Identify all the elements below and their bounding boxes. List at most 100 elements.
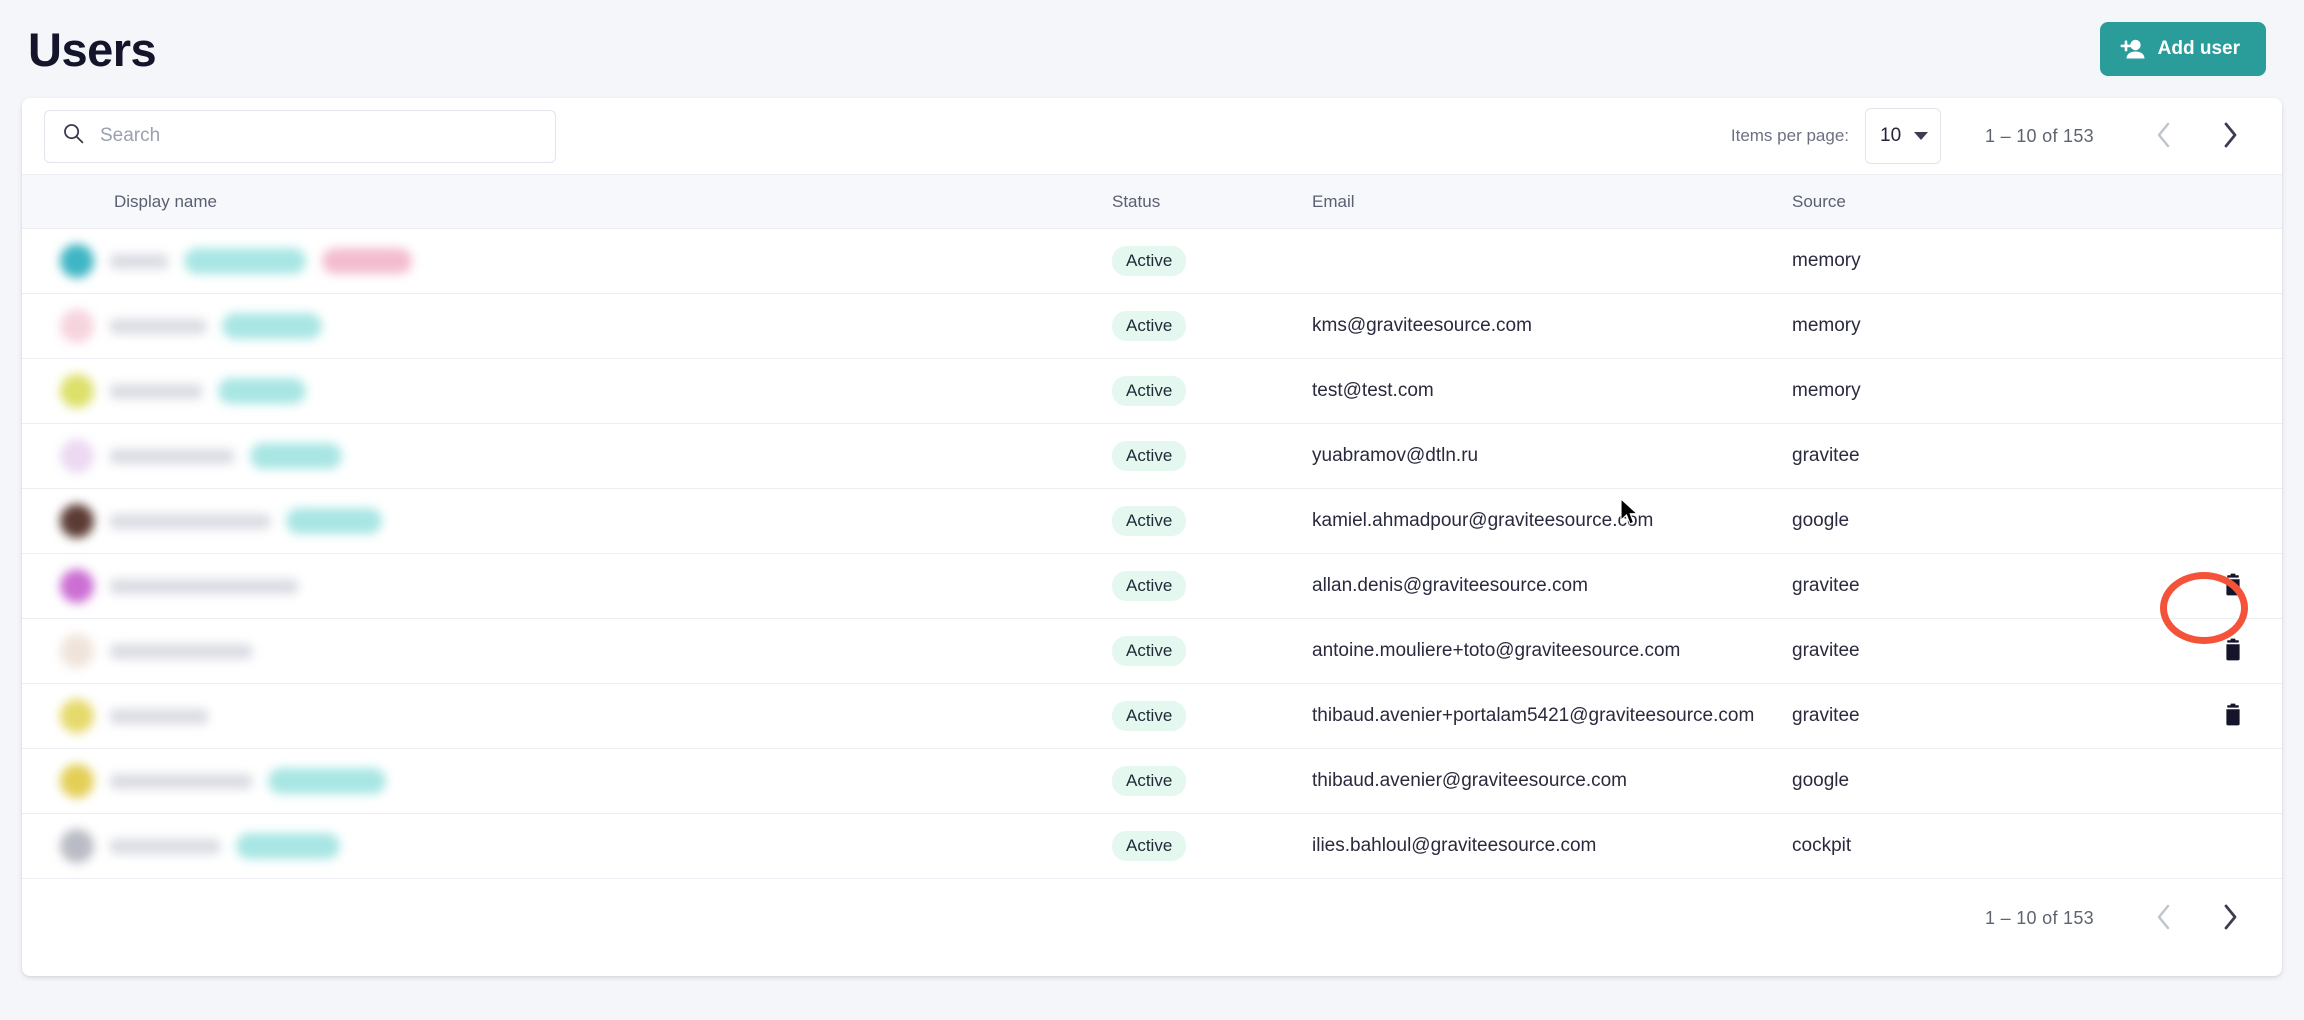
column-header-source[interactable]: Source: [1792, 174, 2122, 229]
display-name-redacted: [60, 829, 1112, 863]
table-row[interactable]: Active yuabramov@dtln.ru gravitee: [22, 423, 2282, 489]
table-header-row: Display name Status Email Source: [22, 174, 2282, 229]
cell-actions: [2122, 293, 2282, 359]
cell-source: gravitee: [1792, 618, 2122, 684]
cell-actions: [2122, 488, 2282, 554]
bottom-previous-page-button[interactable]: [2142, 896, 2186, 940]
cell-source: google: [1792, 748, 2122, 814]
display-name-text: [110, 318, 206, 334]
items-per-page-value: 10: [1880, 125, 1902, 146]
cell-display-name: [22, 813, 1112, 879]
cell-display-name: [22, 423, 1112, 489]
column-header-status[interactable]: Status: [1112, 174, 1312, 229]
cell-email: kms@graviteesource.com: [1312, 293, 1792, 359]
cell-source: gravitee: [1792, 683, 2122, 749]
delete-user-button[interactable]: [2218, 699, 2248, 731]
table-row[interactable]: Active kamiel.ahmadpour@graviteesource.c…: [22, 488, 2282, 554]
cell-display-name: [22, 293, 1112, 359]
trash-icon: [2222, 703, 2244, 730]
top-paginator: Items per page: 10 1 – 10 of 153: [1731, 108, 2252, 164]
user-tag-chip: [286, 508, 382, 534]
cell-email: thibaud.avenier@graviteesource.com: [1312, 748, 1792, 814]
status-badge: Active: [1112, 701, 1187, 731]
users-card: Items per page: 10 1 – 10 of 153: [22, 98, 2282, 976]
avatar: [60, 439, 94, 473]
items-per-page-select[interactable]: 10: [1865, 108, 1941, 164]
user-tag-chip: [236, 833, 340, 859]
display-name-redacted: [60, 309, 1112, 343]
avatar: [60, 309, 94, 343]
cell-display-name: [22, 358, 1112, 424]
add-user-button[interactable]: Add user: [2099, 22, 2266, 76]
user-tag-chip: [322, 248, 412, 274]
cell-email: [1312, 228, 1792, 294]
user-tag-chip: [184, 248, 306, 274]
column-header-email[interactable]: Email: [1312, 174, 1792, 229]
display-name-text: [110, 708, 208, 724]
cell-actions: [2122, 228, 2282, 294]
cell-email: kamiel.ahmadpour@graviteesource.com: [1312, 488, 1792, 554]
avatar: [60, 829, 94, 863]
avatar: [60, 569, 94, 603]
avatar: [60, 764, 94, 798]
column-header-display-name[interactable]: Display name: [22, 174, 1112, 229]
display-name-text: [110, 643, 252, 659]
avatar: [60, 504, 94, 538]
user-tag-chip: [222, 313, 322, 339]
cell-actions: [2122, 423, 2282, 489]
cell-display-name: [22, 683, 1112, 749]
table-row[interactable]: Active kms@graviteesource.com memory: [22, 293, 2282, 359]
display-name-redacted: [60, 634, 1112, 668]
page-title: Users: [28, 22, 157, 76]
display-name-text: [110, 383, 202, 399]
cell-email: ilies.bahloul@graviteesource.com: [1312, 813, 1792, 879]
cell-status: Active: [1112, 813, 1312, 879]
next-page-button[interactable]: [2208, 114, 2252, 158]
users-table: Display name Status Email Source Active …: [22, 174, 2282, 879]
display-name-redacted: [60, 699, 1112, 733]
bottom-page-range-label: 1 – 10 of 153: [1985, 907, 2094, 928]
person-add-icon: [2120, 38, 2146, 60]
cell-status: Active: [1112, 553, 1312, 619]
cell-display-name: [22, 748, 1112, 814]
previous-page-button[interactable]: [2142, 114, 2186, 158]
display-name-redacted: [60, 244, 1112, 278]
status-badge: Active: [1112, 831, 1187, 861]
user-tag-chip: [250, 443, 342, 469]
search-input[interactable]: [100, 125, 537, 147]
table-row[interactable]: Active antoine.mouliere+toto@graviteesou…: [22, 618, 2282, 684]
table-toolbar: Items per page: 10 1 – 10 of 153: [22, 98, 2282, 174]
status-badge: Active: [1112, 506, 1187, 536]
display-name-redacted: [60, 764, 1112, 798]
avatar: [60, 374, 94, 408]
cell-display-name: [22, 488, 1112, 554]
user-tag-chip: [218, 378, 306, 404]
cell-status: Active: [1112, 358, 1312, 424]
display-name-text: [110, 773, 252, 789]
status-badge: Active: [1112, 376, 1187, 406]
display-name-redacted: [60, 439, 1112, 473]
search-box[interactable]: [44, 109, 556, 163]
table-row[interactable]: Active ilies.bahloul@graviteesource.com …: [22, 813, 2282, 879]
table-row[interactable]: Active memory: [22, 228, 2282, 294]
chevron-right-icon: [2222, 904, 2238, 933]
delete-user-button[interactable]: [2218, 634, 2248, 666]
display-name-text: [110, 513, 270, 529]
avatar: [60, 699, 94, 733]
cell-source: memory: [1792, 228, 2122, 294]
display-name-text: [110, 838, 220, 854]
table-row[interactable]: Active thibaud.avenier+portalam5421@grav…: [22, 683, 2282, 749]
delete-user-button[interactable]: [2218, 569, 2248, 601]
bottom-next-page-button[interactable]: [2208, 896, 2252, 940]
table-row[interactable]: Active test@test.com memory: [22, 358, 2282, 424]
cell-display-name: [22, 553, 1112, 619]
display-name-text: [110, 448, 234, 464]
trash-icon: [2222, 573, 2244, 600]
table-row[interactable]: Active thibaud.avenier@graviteesource.co…: [22, 748, 2282, 814]
cell-status: Active: [1112, 293, 1312, 359]
cell-actions: [2122, 618, 2282, 684]
table-row[interactable]: Active allan.denis@graviteesource.com gr…: [22, 553, 2282, 619]
cell-source: memory: [1792, 358, 2122, 424]
cell-actions: [2122, 813, 2282, 879]
cell-status: Active: [1112, 618, 1312, 684]
